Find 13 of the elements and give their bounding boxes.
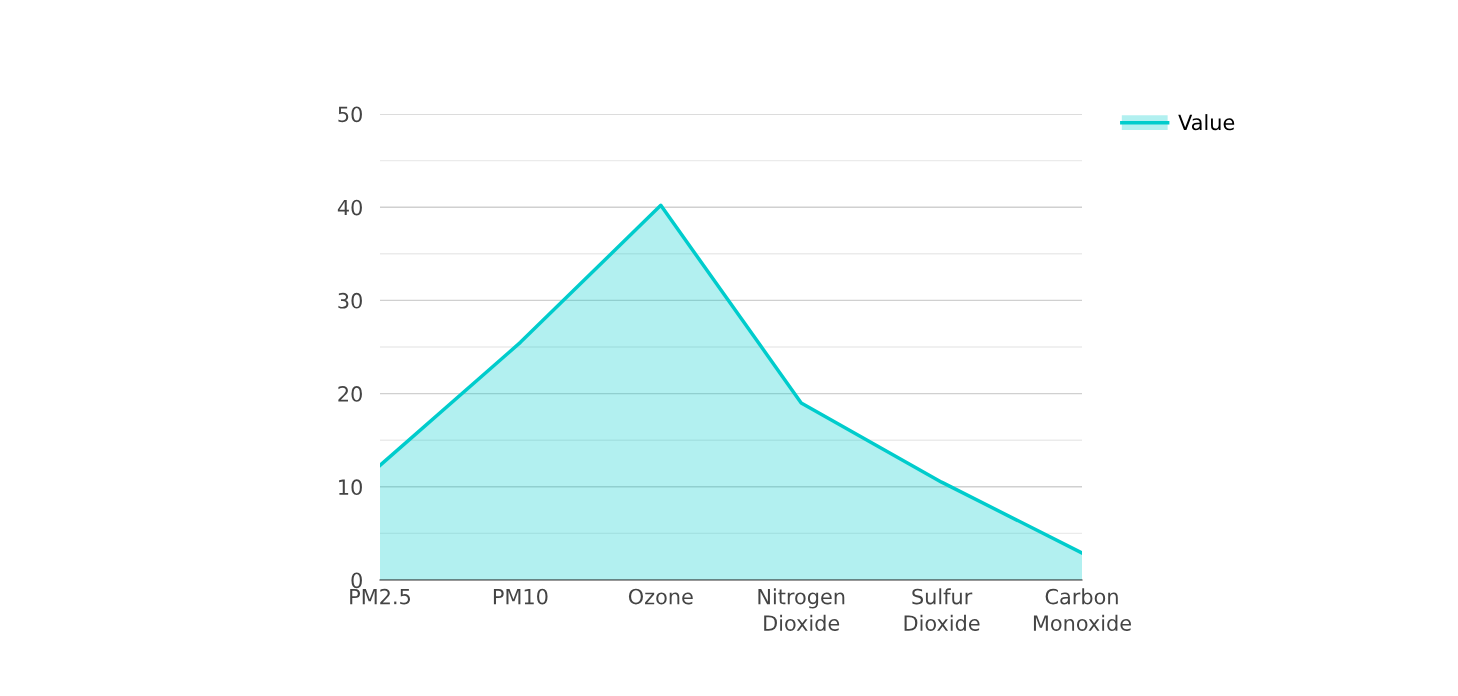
y-tick-label: 0 — [351, 572, 362, 589]
y-tick-label: 30 — [338, 292, 362, 309]
x-tick-label: Carbon Monoxide — [1033, 588, 1131, 631]
y-tick-label: 20 — [338, 386, 362, 402]
legend-label: Value — [1178, 114, 1235, 131]
y-tick-label: 10 — [339, 479, 362, 496]
x-tick-label: Nitrogen Dioxide — [758, 588, 845, 631]
y-tick-label: 50 — [338, 106, 362, 123]
x-tick-label: Ozone — [628, 588, 693, 605]
y-tick-label: 40 — [337, 199, 362, 216]
x-tick-label: Sulfur Dioxide — [904, 588, 980, 631]
x-tick-label: PM2.5 — [350, 588, 411, 605]
x-tick-label: PM10 — [493, 588, 548, 605]
